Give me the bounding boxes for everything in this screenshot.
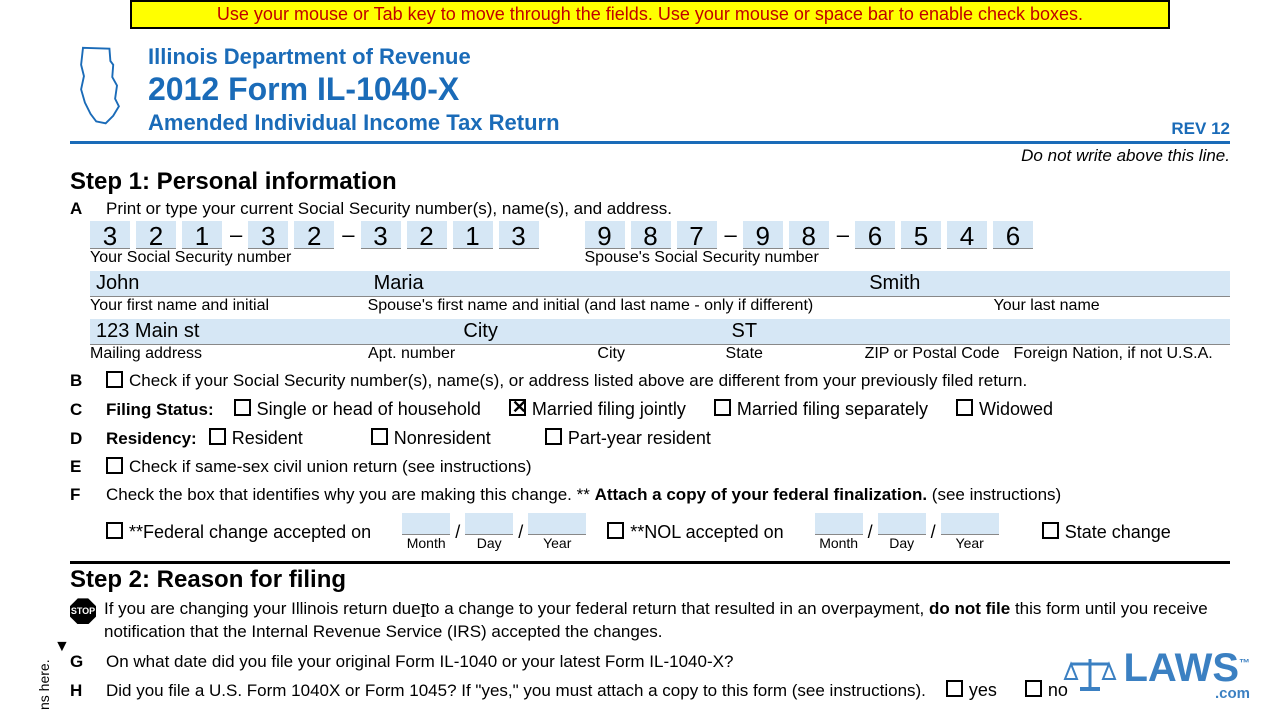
apt-input[interactable] xyxy=(368,319,457,345)
form-title: 2012 Form IL-1040-X xyxy=(148,70,560,108)
filing-status-label: Filing Status: xyxy=(106,400,214,420)
zip-label: ZIP or Postal Code xyxy=(865,345,1014,363)
mailing-label: Mailing address xyxy=(90,345,368,363)
last-name-label: Your last name xyxy=(863,297,1230,315)
cb-resident[interactable] xyxy=(209,428,226,445)
step2-title: Step 2: Reason for filing xyxy=(70,566,1230,594)
fed-month[interactable] xyxy=(402,513,450,535)
nol-day[interactable] xyxy=(878,513,926,535)
cb-widowed[interactable] xyxy=(956,399,973,416)
cb-state-change[interactable] xyxy=(1042,522,1059,539)
line-a-text: Print or type your current Social Securi… xyxy=(106,199,672,219)
fed-year[interactable] xyxy=(528,513,586,535)
form-header: Illinois Department of Revenue 2012 Form… xyxy=(70,44,1230,144)
triangle-marker: ▼ xyxy=(54,638,70,656)
side-rotated-text: ns here. xyxy=(36,659,52,710)
stop-icon: STOP xyxy=(70,598,96,624)
line-e-text: Check if same-sex civil union return (se… xyxy=(129,457,531,477)
cb-married-joint[interactable] xyxy=(509,399,526,416)
letter-b: B xyxy=(70,371,106,391)
ssn-spouse-label: Spouse's Social Security number xyxy=(585,249,1040,267)
cb-single[interactable] xyxy=(234,399,251,416)
letter-a: A xyxy=(70,199,106,219)
letter-f: F xyxy=(70,485,106,505)
letter-e: E xyxy=(70,457,106,477)
rev-label: REV 12 xyxy=(1171,119,1230,139)
nol-month[interactable] xyxy=(815,513,863,535)
cb-partyear[interactable] xyxy=(545,428,562,445)
text-cursor-icon: I xyxy=(420,600,427,623)
zip-input[interactable] xyxy=(865,319,1014,345)
instruction-banner: Use your mouse or Tab key to move throug… xyxy=(130,0,1170,29)
line-h-text: Did you file a U.S. Form 1040X or Form 1… xyxy=(106,681,926,701)
apt-label: Apt. number xyxy=(368,345,457,363)
cb-yes[interactable] xyxy=(946,680,963,697)
cb-nonresident[interactable] xyxy=(371,428,388,445)
do-not-write-label: Do not write above this line. xyxy=(70,146,1230,166)
foreign-input[interactable] xyxy=(1014,319,1230,345)
ssn-self[interactable]: 3 2 1 – 3 2 – 3 2 1 3 xyxy=(90,221,545,249)
first-name-label: Your first name and initial xyxy=(90,297,368,315)
illinois-outline-icon xyxy=(70,44,130,129)
mailing-input[interactable]: 123 Main st xyxy=(90,319,368,345)
step1-title: Step 1: Personal information xyxy=(70,168,1230,196)
dept-title: Illinois Department of Revenue xyxy=(148,44,560,70)
spouse-first-label: Spouse's first name and initial (and las… xyxy=(368,297,864,315)
line-g-text: On what date did you file your original … xyxy=(106,652,733,672)
ssn-spouse[interactable]: 9 8 7 – 9 8 – 6 5 4 6 xyxy=(585,221,1040,249)
city-input[interactable]: City xyxy=(457,319,725,345)
residency-label: Residency: xyxy=(106,429,197,449)
state-input[interactable]: ST xyxy=(726,319,865,345)
line-b-text: Check if your Social Security number(s),… xyxy=(129,371,1027,391)
city-label: City xyxy=(457,345,725,363)
section-divider xyxy=(70,561,1230,564)
state-label: State xyxy=(726,345,865,363)
cb-no[interactable] xyxy=(1025,680,1042,697)
first-name-input[interactable]: John xyxy=(90,271,368,297)
nol-year[interactable] xyxy=(941,513,999,535)
last-name-input[interactable]: Smith xyxy=(863,271,1230,297)
fed-day[interactable] xyxy=(465,513,513,535)
letter-h: H xyxy=(70,681,106,701)
cb-fed-change[interactable] xyxy=(106,522,123,539)
letter-g: G xyxy=(70,652,106,672)
foreign-label: Foreign Nation, if not U.S.A. xyxy=(1014,345,1230,363)
laws-watermark: LAWS™.com xyxy=(1063,646,1250,702)
letter-d: D xyxy=(70,429,106,449)
cb-nol[interactable] xyxy=(607,522,624,539)
checkbox-b[interactable] xyxy=(106,371,123,388)
line-f-text: Check the box that identifies why you ar… xyxy=(106,485,1061,505)
step2-warning: If you are changing your Illinois return… xyxy=(104,598,1230,644)
cb-married-sep[interactable] xyxy=(714,399,731,416)
cb-civil-union[interactable] xyxy=(106,457,123,474)
letter-c: C xyxy=(70,400,106,420)
form-subtitle: Amended Individual Income Tax Return xyxy=(148,109,560,138)
ssn-self-label: Your Social Security number xyxy=(90,249,545,267)
spouse-first-input[interactable]: Maria xyxy=(368,271,864,297)
